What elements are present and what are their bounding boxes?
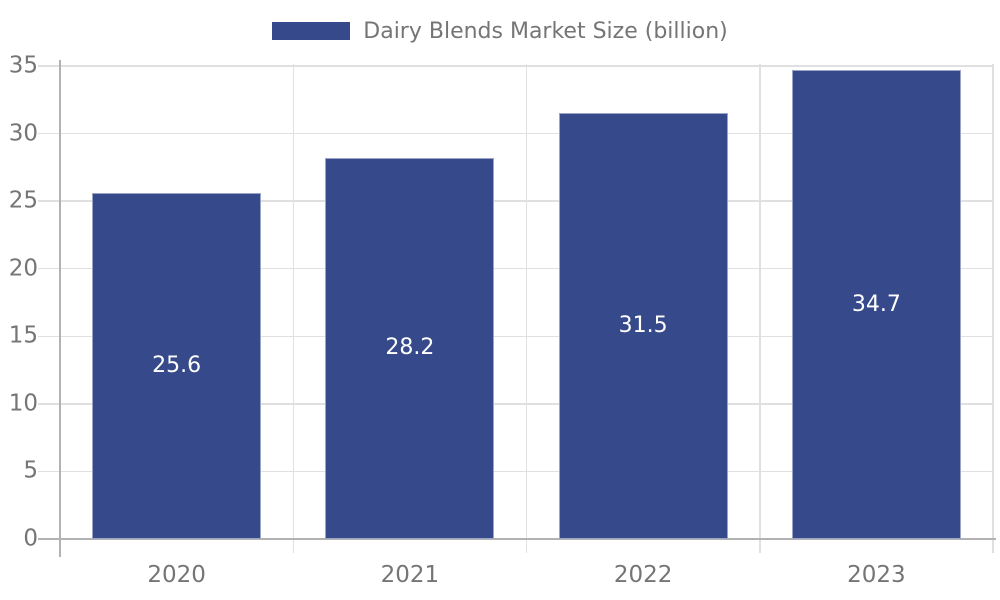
y-gridline — [38, 403, 993, 405]
y-axis-line — [58, 60, 61, 557]
category-separator-line — [525, 64, 528, 553]
legend-label: Dairy Blends Market Size (billion) — [363, 18, 728, 44]
y-gridline — [38, 65, 993, 67]
y-gridline — [38, 470, 993, 473]
y-axis-tick-label: 15 — [8, 322, 38, 349]
y-gridline — [38, 200, 993, 202]
bar-value-label: 28.2 — [385, 335, 435, 361]
bar — [558, 113, 728, 539]
bar — [325, 157, 495, 539]
x-axis-tick-label: 2022 — [613, 562, 673, 588]
bar-value-label: 34.7 — [851, 291, 901, 317]
y-gridline — [38, 267, 993, 270]
y-axis-tick-label: 35 — [8, 52, 38, 79]
category-separator-line — [992, 64, 994, 553]
bar — [92, 193, 262, 539]
bar-value-label: 25.6 — [152, 353, 202, 379]
x-axis-tick-label: 2020 — [147, 562, 206, 588]
y-axis-tick-label: 0 — [23, 525, 38, 552]
y-axis-tick-label: 25 — [8, 187, 38, 214]
legend-swatch — [272, 22, 351, 40]
x-axis-tick-label: 2021 — [380, 562, 440, 588]
y-gridline — [38, 335, 993, 338]
y-axis-tick-label: 20 — [8, 255, 38, 282]
y-axis-tick-label: 10 — [8, 390, 38, 417]
category-separator-line — [292, 64, 294, 553]
bar-value-label: 31.5 — [618, 313, 668, 339]
x-axis-tick-label: 2023 — [847, 562, 906, 588]
bar — [791, 70, 961, 539]
chart-legend: Dairy Blends Market Size (billion) — [0, 12, 1000, 50]
y-axis-tick-label: 5 — [23, 457, 38, 484]
y-gridline — [38, 132, 993, 135]
category-separator-line — [759, 64, 761, 553]
x-axis-line — [38, 538, 996, 540]
y-axis-tick-label: 30 — [8, 120, 38, 147]
